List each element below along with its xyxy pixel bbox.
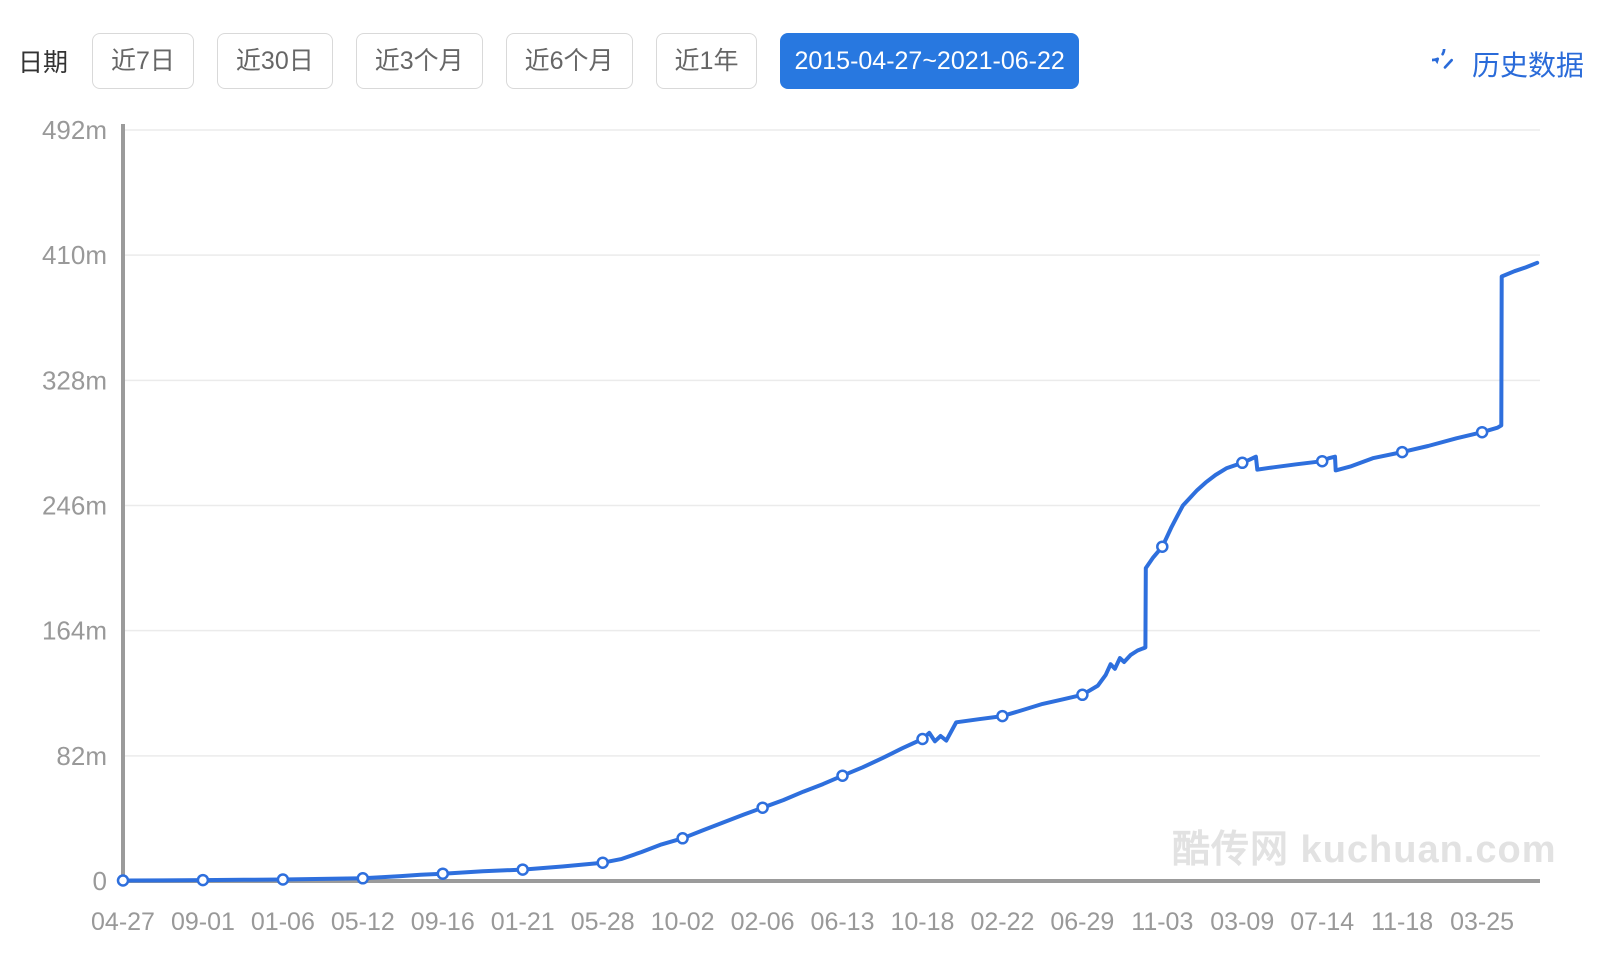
- data-point-marker[interactable]: [836, 769, 849, 782]
- x-tick-label: 09-01: [171, 908, 235, 936]
- x-tick-label: 07-14: [1290, 908, 1354, 936]
- x-tick-label: 09-16: [411, 908, 475, 936]
- data-point-marker[interactable]: [436, 867, 450, 880]
- data-point-marker[interactable]: [196, 873, 210, 887]
- date-range-button[interactable]: 2015-04-27~2021-06-22: [780, 33, 1079, 89]
- data-point-marker[interactable]: [1475, 425, 1489, 439]
- x-tick-label: 10-02: [651, 908, 715, 936]
- y-tick-label: 492m: [42, 115, 107, 145]
- x-tick-label: 05-28: [571, 908, 635, 936]
- data-point-marker[interactable]: [916, 732, 929, 746]
- history-data-label: 历史数据: [1471, 50, 1584, 81]
- history-data-link[interactable]: 历史数据: [1431, 44, 1584, 84]
- y-tick-label: 328m: [42, 365, 107, 395]
- filter-button-1y[interactable]: 近1年: [655, 33, 758, 89]
- watermark: 酷传网 kuchuan.com: [1172, 829, 1557, 871]
- data-point-marker[interactable]: [1315, 454, 1329, 468]
- x-tick-label: 02-22: [970, 908, 1034, 936]
- filter-button-3m[interactable]: 近3个月: [355, 33, 483, 89]
- y-tick-label: 82m: [56, 741, 107, 771]
- x-tick-label: 03-25: [1450, 908, 1514, 936]
- data-point-marker[interactable]: [756, 801, 769, 814]
- filter-button-7d[interactable]: 近7日: [92, 33, 194, 89]
- date-label: 日期: [18, 49, 69, 77]
- x-tick-label: 06-29: [1050, 908, 1114, 936]
- date-filter-bar: 日期 近7日 近30日 近3个月 近6个月 近1年 2015-04-27~202…: [18, 33, 1079, 89]
- series-line[interactable]: [121, 260, 1540, 883]
- data-point-marker[interactable]: [516, 863, 529, 876]
- x-tick-label: 01-21: [491, 908, 555, 936]
- x-tick-label: 11-03: [1131, 908, 1193, 936]
- y-tick-label: 246m: [42, 491, 107, 521]
- data-point-marker[interactable]: [1076, 688, 1089, 702]
- history-clock-icon: [1431, 48, 1453, 69]
- x-tick-label: 01-06: [251, 908, 315, 936]
- filter-button-6m[interactable]: 近6个月: [505, 33, 633, 89]
- data-point-marker[interactable]: [596, 856, 609, 869]
- x-tick-label: 04-27: [91, 908, 155, 936]
- filter-button-30d[interactable]: 近30日: [216, 33, 333, 89]
- y-tick-label: 164m: [42, 616, 107, 646]
- data-point-marker[interactable]: [276, 873, 290, 886]
- x-tick-label: 06-13: [811, 908, 875, 936]
- x-tick-label: 02-06: [731, 908, 795, 936]
- data-point-marker[interactable]: [356, 872, 370, 885]
- data-point-marker[interactable]: [1395, 445, 1409, 459]
- data-point-marker[interactable]: [116, 874, 130, 887]
- x-tick-label: 03-09: [1210, 908, 1274, 936]
- x-tick-label: 05-12: [331, 908, 395, 936]
- x-tick-label: 11-18: [1371, 908, 1433, 936]
- data-point-marker[interactable]: [1236, 456, 1249, 470]
- y-tick-label: 410m: [42, 240, 107, 270]
- data-point-marker[interactable]: [676, 832, 689, 845]
- data-point-marker[interactable]: [1156, 540, 1169, 553]
- data-point-marker[interactable]: [996, 709, 1009, 723]
- x-tick-label: 10-18: [890, 908, 954, 936]
- y-tick-label: 0: [93, 866, 107, 896]
